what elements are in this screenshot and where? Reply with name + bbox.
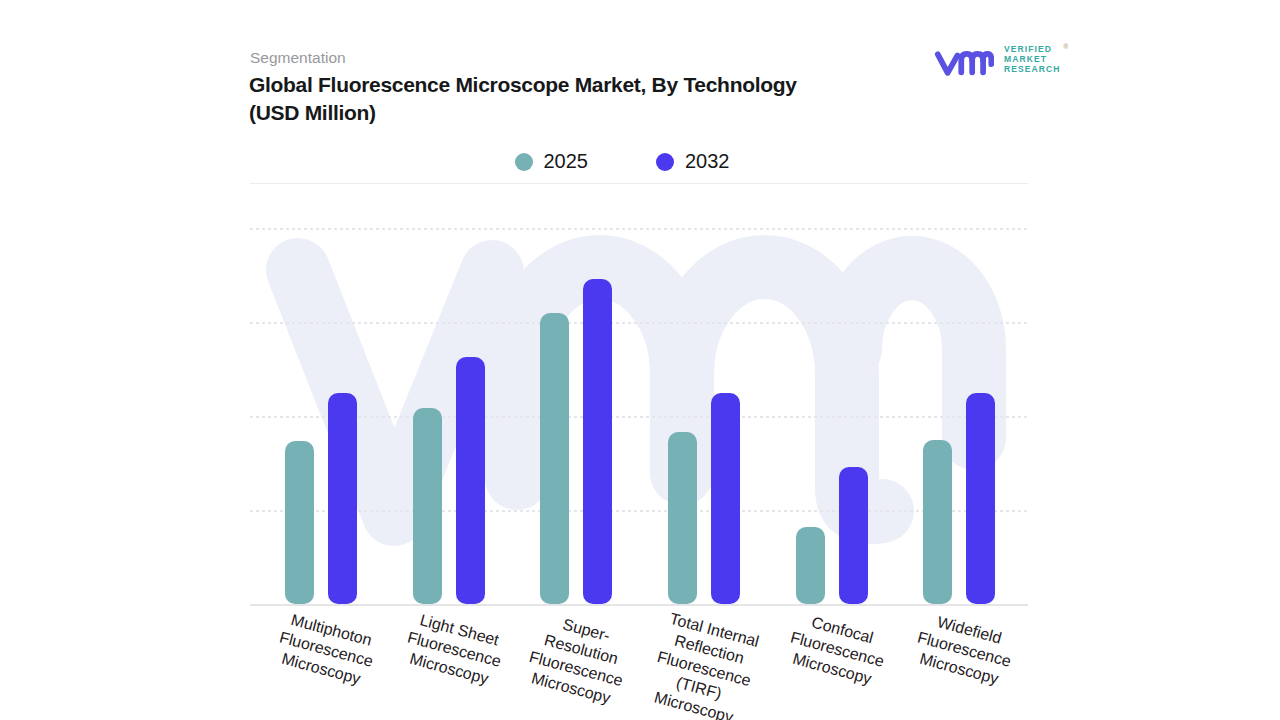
- brand-text-line3: RESEARCH: [1004, 65, 1061, 75]
- category-label: Total Internal Reflection Fluorescence (…: [634, 605, 774, 720]
- bar-chart: Multiphoton Fluorescence MicroscopyLight…: [250, 228, 1028, 604]
- bar-2032: [456, 357, 485, 604]
- bar-group: [640, 228, 768, 604]
- bar-2025: [668, 432, 697, 604]
- brand-text: VERIFIED® MARKET RESEARCH: [1004, 45, 1061, 74]
- bar-group: [257, 228, 385, 604]
- bar-group: [895, 228, 1023, 604]
- bar-2032: [966, 393, 995, 604]
- bar-2032: [328, 393, 357, 604]
- bar-group: [768, 228, 896, 604]
- x-axis-line: [250, 604, 1028, 606]
- legend-item-2025: 2025: [515, 150, 589, 173]
- brand-logo: VERIFIED® MARKET RESEARCH: [934, 45, 1061, 80]
- legend-divider: [250, 183, 1028, 184]
- legend-item-2032: 2032: [656, 150, 730, 173]
- bar-2025: [796, 527, 825, 604]
- vmr-logo-icon: [934, 45, 994, 80]
- category-label: Multiphoton Fluorescence Microscopy: [251, 605, 391, 720]
- eyebrow-label: Segmentation: [250, 49, 346, 67]
- page-title: Global Fluorescence Microscope Market, B…: [249, 71, 797, 127]
- bar-2032: [583, 279, 612, 604]
- bar-2032: [839, 467, 868, 604]
- bar-2025: [923, 440, 952, 604]
- category-label: Widefield Fluorescence Microscopy: [889, 605, 1029, 720]
- category-label-cell: Total Internal Reflection Fluorescence (…: [640, 619, 768, 719]
- bar-2025: [540, 313, 569, 604]
- category-label-cell: Widefield Fluorescence Microscopy: [895, 619, 1023, 719]
- bar-2025: [285, 441, 314, 604]
- legend-dot: [515, 153, 533, 171]
- category-label-cell: Light Sheet Fluorescence Microscopy: [385, 619, 513, 719]
- category-label-cell: Multiphoton Fluorescence Microscopy: [257, 619, 385, 719]
- bar-2025: [413, 408, 442, 604]
- bar-group: [512, 228, 640, 604]
- bar-groups: [250, 228, 1028, 604]
- legend-dot: [656, 153, 674, 171]
- legend-label: 2032: [685, 150, 730, 173]
- legend: 2025 2032: [233, 150, 1011, 173]
- category-label-cell: Confocal Fluorescence Microscopy: [768, 619, 896, 719]
- bar-group: [385, 228, 513, 604]
- legend-label: 2025: [544, 150, 589, 173]
- category-label-cell: Super- Resolution Fluorescence Microscop…: [512, 619, 640, 719]
- registered-mark: ®: [1063, 42, 1068, 52]
- bar-2032: [711, 393, 740, 604]
- page: Segmentation Global Fluorescence Microsc…: [0, 0, 1280, 720]
- category-label: Light Sheet Fluorescence Microscopy: [379, 605, 519, 720]
- category-labels: Multiphoton Fluorescence MicroscopyLight…: [250, 619, 1028, 719]
- category-label: Confocal Fluorescence Microscopy: [762, 605, 902, 720]
- category-label: Super- Resolution Fluorescence Microscop…: [506, 605, 646, 720]
